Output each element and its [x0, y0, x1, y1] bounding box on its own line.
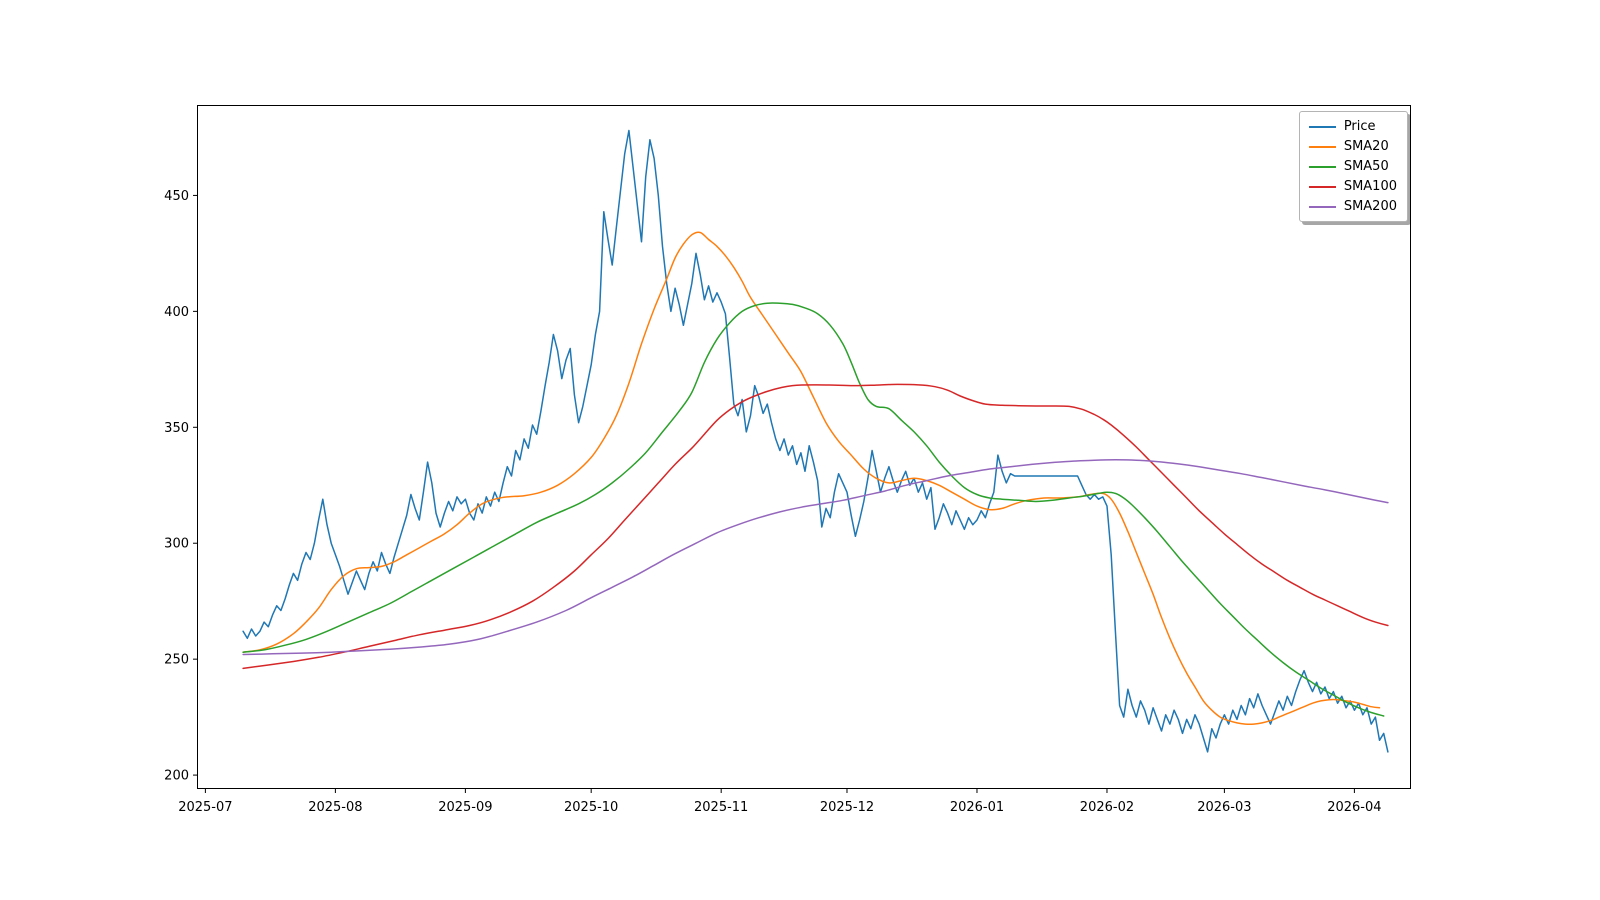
x-tick-label: 2025-07	[178, 800, 232, 815]
legend-item-sma50: SMA50	[1308, 158, 1397, 175]
sma200-line-swatch	[1308, 205, 1336, 208]
y-tick-label: 250	[164, 653, 189, 668]
legend-label-sma100: SMA100	[1343, 179, 1397, 194]
legend-item-sma200: SMA200	[1308, 198, 1397, 215]
y-tick-label: 400	[164, 305, 189, 320]
x-tick-label: 2026-01	[950, 800, 1004, 815]
x-tick-label: 2025-10	[564, 800, 618, 815]
legend-item-price: Price	[1308, 118, 1397, 135]
plot-frame	[197, 105, 1411, 789]
sma50-line-swatch	[1308, 165, 1336, 168]
price-series-line	[242, 129, 1389, 753]
sma100-line-swatch	[1308, 185, 1336, 188]
y-tick-label: 350	[164, 421, 189, 436]
sma20-series-line	[242, 231, 1381, 725]
legend: Price SMA20 SMA50 SMA100 SMA200	[1298, 111, 1408, 222]
x-tick-label: 2026-04	[1327, 800, 1381, 815]
sma20-line-swatch	[1308, 145, 1336, 148]
x-tick-label: 2025-11	[694, 800, 748, 815]
legend-item-sma20: SMA20	[1308, 138, 1397, 155]
legend-label-sma50: SMA50	[1343, 159, 1389, 174]
series-lines	[242, 129, 1389, 753]
sma100-series-line	[242, 383, 1389, 670]
legend-item-sma100: SMA100	[1308, 178, 1397, 195]
x-tick-label: 2025-12	[820, 800, 874, 815]
x-axis: 2025-07 2025-08 2025-09 2025-10 2025-11 2025-…	[178, 789, 1382, 815]
y-tick-label: 300	[164, 537, 189, 552]
legend-label-sma20: SMA20	[1343, 139, 1389, 154]
legend-label-price: Price	[1343, 119, 1376, 134]
price-line-swatch	[1308, 125, 1336, 128]
x-tick-label: 2026-02	[1080, 800, 1134, 815]
x-tick-label: 2026-03	[1197, 800, 1251, 815]
sma50-series-line	[242, 302, 1385, 717]
y-axis: 200 250 300 350 400 450	[164, 189, 197, 784]
x-tick-label: 2025-08	[308, 800, 362, 815]
y-tick-label: 450	[164, 189, 189, 204]
legend-label-sma200: SMA200	[1343, 199, 1397, 214]
x-tick-label: 2025-09	[438, 800, 492, 815]
sma200-series-line	[242, 459, 1389, 656]
y-tick-label: 200	[164, 769, 189, 784]
